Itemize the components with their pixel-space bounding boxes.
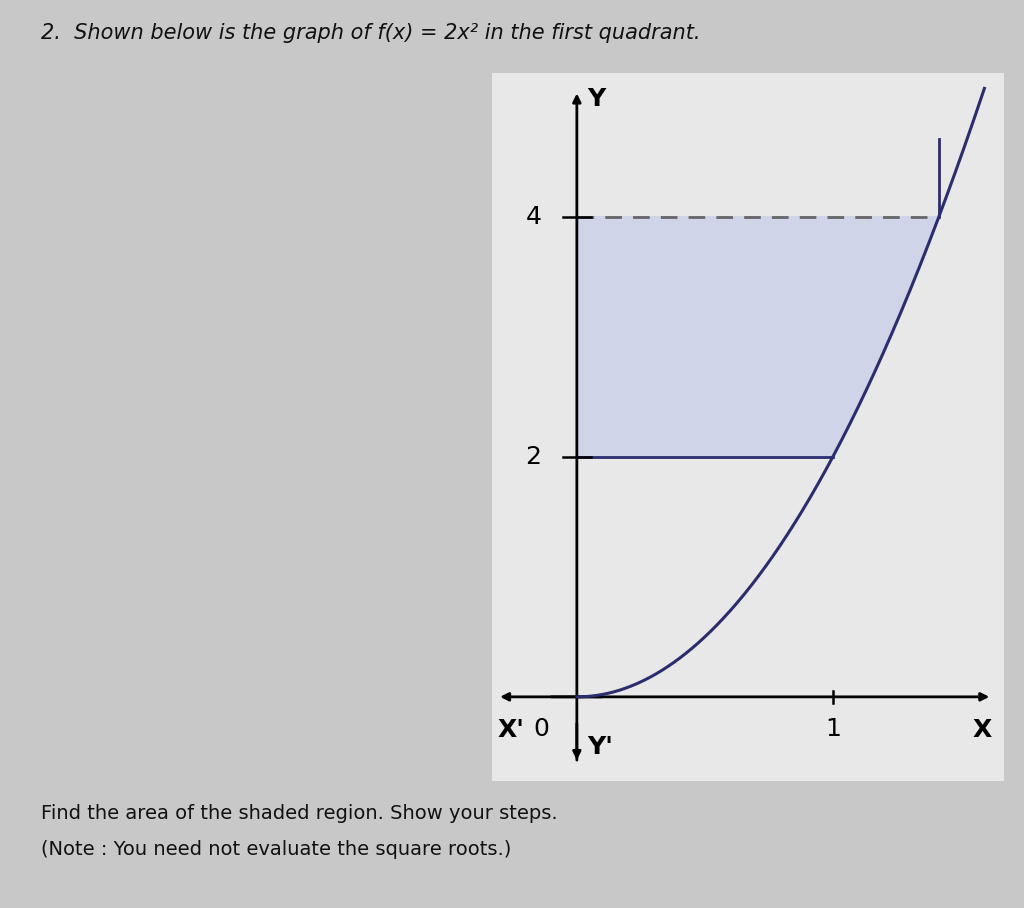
Text: 4: 4 <box>525 204 542 229</box>
Text: Y': Y' <box>587 735 613 759</box>
Text: 2.  Shown below is the graph of f(x) = 2x² in the first quadrant.: 2. Shown below is the graph of f(x) = 2x… <box>41 23 700 43</box>
Text: 0: 0 <box>534 717 549 741</box>
Text: 1: 1 <box>825 717 841 741</box>
Text: X: X <box>973 718 992 743</box>
Polygon shape <box>577 217 939 457</box>
Text: Y: Y <box>587 87 605 111</box>
Text: X': X' <box>498 718 524 743</box>
Text: (Note : You need not evaluate the square roots.): (Note : You need not evaluate the square… <box>41 840 511 859</box>
Text: Find the area of the shaded region. Show your steps.: Find the area of the shaded region. Show… <box>41 804 558 823</box>
Text: 2: 2 <box>525 445 542 469</box>
